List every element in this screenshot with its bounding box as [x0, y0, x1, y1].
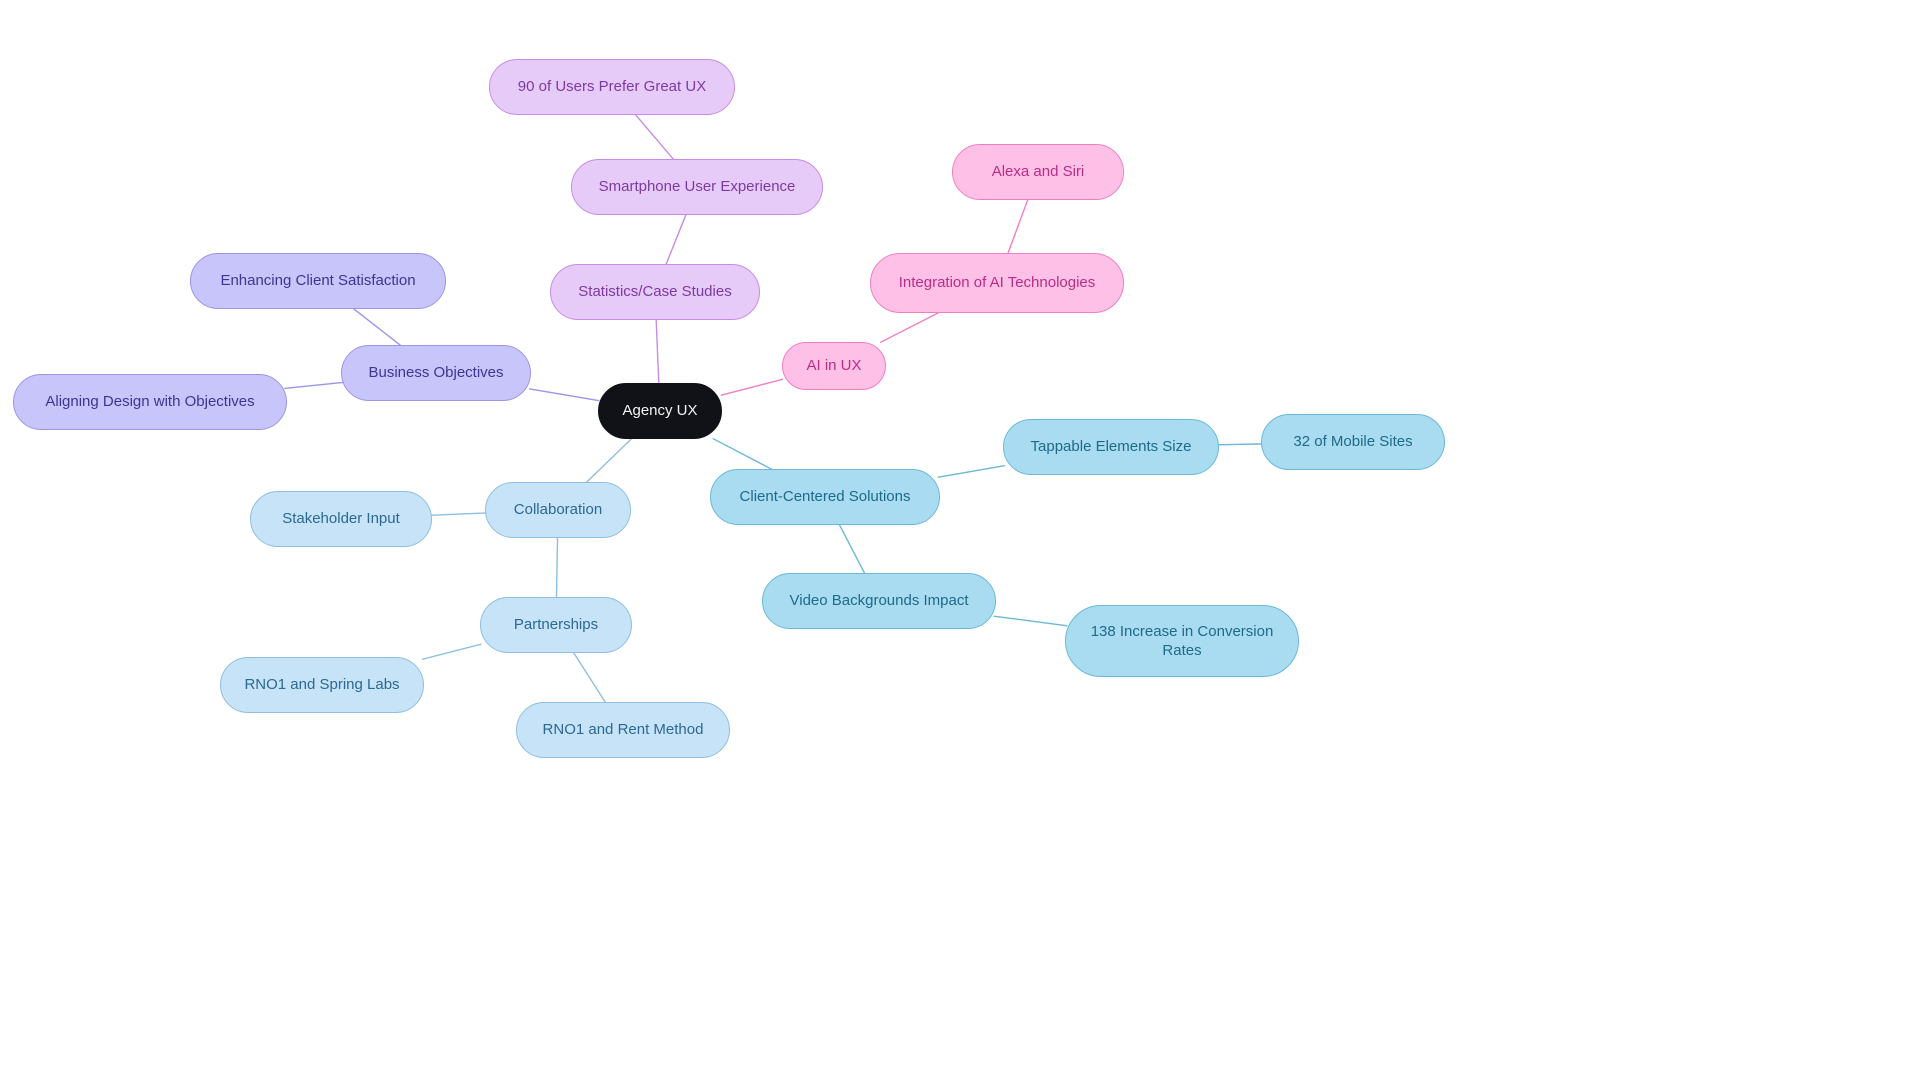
edge-root-to-biz — [529, 389, 599, 401]
edge-biz-to-biz_sat — [353, 308, 401, 345]
mindmap-node-ai_integ[interactable]: Integration of AI Technologies — [870, 253, 1124, 313]
mindmap-node-label: 32 of Mobile Sites — [1293, 432, 1412, 452]
mindmap-node-label: Tappable Elements Size — [1031, 437, 1192, 457]
mindmap-node-root[interactable]: Agency UX — [598, 383, 722, 439]
mindmap-node-label: RNO1 and Spring Labs — [244, 675, 399, 695]
edge-root-to-collab — [586, 438, 631, 482]
mindmap-node-label: Collaboration — [514, 500, 602, 520]
mindmap-node-stats_90[interactable]: 90 of Users Prefer Great UX — [489, 59, 735, 115]
edge-client-to-client_vid — [839, 524, 865, 573]
mindmap-node-label: AI in UX — [806, 356, 861, 376]
mindmap-node-collab_part[interactable]: Partnerships — [480, 597, 632, 653]
edge-collab-to-collab_stake — [430, 513, 486, 515]
mindmap-node-label: Agency UX — [622, 401, 697, 421]
mindmap-node-label: RNO1 and Rent Method — [543, 720, 704, 740]
edge-client_tap-to-client_32 — [1217, 444, 1263, 445]
mindmap-node-client_32[interactable]: 32 of Mobile Sites — [1261, 414, 1445, 470]
edge-ai_integ-to-ai_alexa — [1008, 199, 1028, 253]
edge-collab-to-collab_part — [556, 537, 557, 597]
edge-root-to-stats — [656, 319, 659, 383]
mindmap-node-label: Integration of AI Technologies — [899, 273, 1096, 293]
mindmap-node-collab_spring[interactable]: RNO1 and Spring Labs — [220, 657, 424, 713]
mindmap-node-biz_align[interactable]: Aligning Design with Objectives — [13, 374, 287, 430]
mindmap-node-label: Partnerships — [514, 615, 598, 635]
mindmap-node-label: Client-Centered Solutions — [740, 487, 911, 507]
edge-client-to-client_tap — [938, 466, 1005, 478]
mindmap-node-label: Alexa and Siri — [992, 162, 1085, 182]
edge-biz-to-biz_align — [284, 382, 343, 388]
mindmap-node-label: Smartphone User Experience — [599, 177, 796, 197]
mindmap-node-collab[interactable]: Collaboration — [485, 482, 631, 538]
mindmap-node-ai_alexa[interactable]: Alexa and Siri — [952, 144, 1124, 200]
mindmap-node-label: Business Objectives — [368, 363, 503, 383]
mindmap-node-ai[interactable]: AI in UX — [782, 342, 886, 390]
edge-stats-to-stats_smart — [666, 214, 686, 264]
mindmap-node-label: Aligning Design with Objectives — [45, 392, 254, 412]
edge-stats_smart-to-stats_90 — [635, 114, 673, 159]
mindmap-node-biz[interactable]: Business Objectives — [341, 345, 531, 401]
mindmap-node-label: Video Backgrounds Impact — [790, 591, 969, 611]
mindmap-node-label: Enhancing Client Satisfaction — [220, 271, 415, 291]
edge-collab_part-to-collab_rent — [574, 652, 606, 702]
edge-ai-to-ai_integ — [880, 312, 939, 342]
mindmap-node-stats[interactable]: Statistics/Case Studies — [550, 264, 760, 320]
mindmap-node-label: 90 of Users Prefer Great UX — [518, 77, 706, 97]
mindmap-node-label: Stakeholder Input — [282, 509, 400, 529]
mindmap-node-client_tap[interactable]: Tappable Elements Size — [1003, 419, 1219, 475]
mindmap-node-client_vid[interactable]: Video Backgrounds Impact — [762, 573, 996, 629]
mindmap-node-label: Statistics/Case Studies — [578, 282, 731, 302]
mindmap-node-collab_rent[interactable]: RNO1 and Rent Method — [516, 702, 730, 758]
mindmap-node-client_138[interactable]: 138 Increase in Conversion Rates — [1065, 605, 1299, 677]
edge-root-to-client — [713, 438, 773, 469]
mindmap-node-biz_sat[interactable]: Enhancing Client Satisfaction — [190, 253, 446, 309]
mindmap-node-collab_stake[interactable]: Stakeholder Input — [250, 491, 432, 547]
mindmap-node-label: 138 Increase in Conversion Rates — [1091, 622, 1274, 661]
edge-root-to-ai — [721, 379, 783, 395]
edge-client_vid-to-client_138 — [994, 616, 1068, 626]
mindmap-node-client[interactable]: Client-Centered Solutions — [710, 469, 940, 525]
mindmap-node-stats_smart[interactable]: Smartphone User Experience — [571, 159, 823, 215]
edge-collab_part-to-collab_spring — [422, 644, 482, 659]
